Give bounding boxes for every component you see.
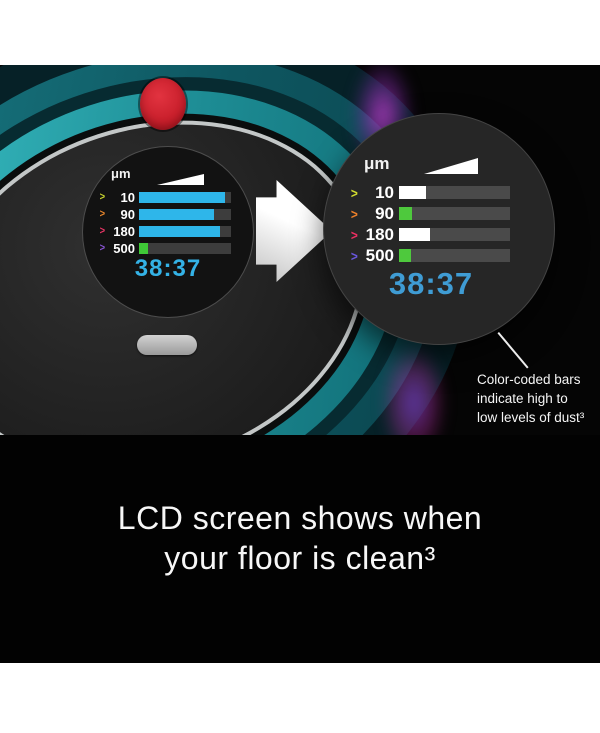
dust-bar-fill	[399, 186, 426, 199]
runtime-display: 38:37	[388, 266, 474, 301]
dust-scale-wedge-icon	[424, 158, 478, 174]
dust-level-row: >10	[350, 183, 510, 202]
particle-size-label: 90	[120, 207, 135, 222]
particle-size-label: 180	[365, 225, 394, 244]
unit-label: μm	[364, 154, 390, 173]
dust-level-row: >500	[99, 241, 231, 256]
dust-bar-fill	[399, 249, 412, 262]
bin-release-button	[137, 335, 197, 355]
dust-bar-track	[399, 186, 510, 199]
dust-level-row: >90	[99, 207, 231, 222]
power-button	[140, 78, 186, 130]
purple-glow-bottom	[382, 343, 446, 435]
dust-level-row: >10	[99, 190, 231, 205]
annotation-line: Color-coded bars	[477, 372, 581, 387]
dust-bar-track	[139, 192, 231, 203]
dust-level-row: >500	[350, 246, 510, 265]
unit-label: μm	[111, 166, 131, 181]
dust-bar-fill	[139, 243, 149, 254]
dust-bar-fill	[399, 228, 431, 241]
dust-bars: >10 >90 >180 >500	[99, 190, 231, 256]
dust-scale-wedge-icon	[157, 174, 204, 185]
chevron-icon: >	[350, 226, 358, 243]
annotation-line: indicate high to	[477, 391, 568, 406]
dust-level-row: >180	[350, 225, 510, 244]
bottom-white-band	[0, 663, 600, 733]
dust-bar-track	[399, 249, 510, 262]
chevron-icon: >	[99, 208, 106, 220]
chevron-icon: >	[350, 184, 358, 201]
chevron-icon: >	[99, 225, 106, 237]
headline-line: your floor is clean³	[164, 540, 436, 576]
dust-bar-fill	[139, 209, 214, 220]
headline-line: LCD screen shows when	[117, 500, 483, 536]
dust-bar-fill	[399, 207, 413, 220]
dust-bar-track	[399, 228, 510, 241]
chevron-icon: >	[99, 242, 106, 254]
chevron-icon: >	[99, 191, 106, 203]
dust-level-row: >90	[350, 204, 510, 223]
particle-size-label: 500	[113, 241, 135, 256]
particle-size-label: 180	[113, 224, 135, 239]
headline: LCD screen shows when your floor is clea…	[0, 498, 600, 578]
annotation-text: Color-coded bars indicate high to low le…	[477, 370, 584, 427]
particle-size-label: 10	[375, 183, 394, 202]
lcd-screen: μm >10 >90 >180 >500 38:37	[82, 146, 254, 318]
dust-bar-track	[139, 226, 231, 237]
dust-bar-track	[139, 243, 231, 254]
top-white-band	[0, 0, 600, 65]
chevron-icon: >	[350, 205, 358, 222]
dust-level-row: >180	[99, 224, 231, 239]
dust-bar-fill	[139, 192, 226, 203]
dust-bar-track	[139, 209, 231, 220]
runtime-display: 38:37	[134, 255, 202, 282]
lcd-screen-magnified: μm >10 >90 >180 >500 38:37	[323, 113, 555, 345]
particle-size-label: 500	[365, 246, 394, 265]
particle-size-label: 90	[375, 204, 394, 223]
chevron-icon: >	[350, 247, 358, 264]
dust-bars: >10 >90 >180 >500	[350, 183, 510, 265]
dust-bar-track	[399, 207, 510, 220]
particle-size-label: 10	[120, 190, 135, 205]
dark-stage: μm >10 >90 >180 >500 38:37 μm >10 >90 >180 >50…	[0, 65, 600, 663]
annotation-line: low levels of dust³	[477, 410, 585, 425]
dust-bar-fill	[139, 226, 220, 237]
